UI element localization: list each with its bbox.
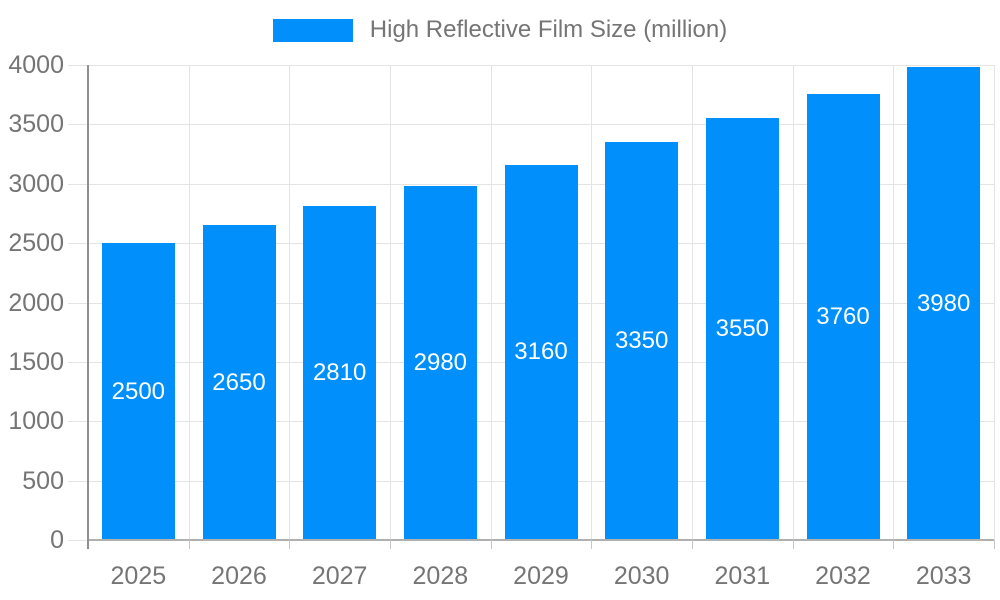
x-axis-tick-label: 2032 xyxy=(815,562,871,590)
bar-value-label: 3350 xyxy=(614,327,669,355)
legend-label: High Reflective Film Size (million) xyxy=(369,16,728,43)
y-axis-tick-label: 2000 xyxy=(8,288,64,317)
gridline-v xyxy=(893,65,895,540)
gridline-v xyxy=(692,65,693,540)
bar-2026[interactable] xyxy=(202,225,276,540)
x-axis-tick-label: 2025 xyxy=(110,562,167,590)
bar-value-label: 2650 xyxy=(212,368,266,396)
bar-value-label: 3550 xyxy=(715,315,770,343)
bar-value-label: 2500 xyxy=(111,377,166,405)
y-axis-tick-label: 500 xyxy=(22,466,64,495)
x-axis-tick-label: 2033 xyxy=(915,562,972,590)
x-axis-tick-label: 2028 xyxy=(412,562,469,590)
x-axis-tick xyxy=(994,540,995,549)
gridline-h xyxy=(68,65,994,66)
gridline-v xyxy=(289,65,291,540)
bar-value-label: 3160 xyxy=(514,338,568,366)
gridline-v xyxy=(188,65,190,540)
legend-swatch xyxy=(272,18,353,42)
x-axis-tick-label: 2029 xyxy=(513,562,569,590)
bar-value-label: 3980 xyxy=(916,289,971,317)
x-axis-tick xyxy=(188,540,190,549)
bar-value-label: 3760 xyxy=(816,302,870,330)
y-axis-tick-label: 1000 xyxy=(8,407,64,436)
y-axis-line xyxy=(87,65,89,549)
x-axis-tick-label: 2027 xyxy=(311,562,368,590)
y-axis-tick-label: 0 xyxy=(50,526,64,554)
bar-2033[interactable] xyxy=(907,67,981,540)
bar-2030[interactable] xyxy=(605,142,679,540)
x-axis-tick-label: 2026 xyxy=(211,562,267,590)
y-axis-tick-label: 2500 xyxy=(8,229,64,258)
bar-2029[interactable] xyxy=(504,164,578,540)
y-axis-tick-label: 4000 xyxy=(8,51,64,79)
gridline-v xyxy=(591,65,593,540)
x-axis-tick-label: 2031 xyxy=(714,562,771,590)
gridline-v xyxy=(490,65,492,540)
x-axis-tick xyxy=(792,540,794,549)
y-axis-tick-label: 3000 xyxy=(8,169,64,198)
bar-value-label: 2810 xyxy=(312,359,367,387)
gridline-h-tick xyxy=(68,540,88,541)
x-axis-tick xyxy=(692,540,693,549)
gridline-v xyxy=(994,65,995,540)
bar-2028[interactable] xyxy=(403,186,477,540)
x-axis-tick xyxy=(289,540,291,549)
bar-2031[interactable] xyxy=(705,118,779,540)
x-axis-tick xyxy=(591,540,593,549)
x-axis-tick-label: 2030 xyxy=(613,562,670,590)
y-axis-tick-label: 1500 xyxy=(8,347,64,376)
x-axis-tick xyxy=(490,540,492,549)
bar-2032[interactable] xyxy=(806,93,880,540)
x-axis-baseline xyxy=(88,539,994,541)
chart-legend[interactable]: High Reflective Film Size (million) xyxy=(0,16,1000,44)
gridline-h xyxy=(68,124,994,126)
gridline-v xyxy=(792,65,794,540)
bar-2027[interactable] xyxy=(303,206,377,540)
x-axis-tick xyxy=(390,540,391,549)
bar-2025[interactable] xyxy=(101,243,175,540)
gridline-v xyxy=(390,65,391,540)
y-axis-tick-label: 3500 xyxy=(8,110,64,139)
bar-value-label: 2980 xyxy=(413,349,468,377)
x-axis-tick xyxy=(893,540,895,549)
